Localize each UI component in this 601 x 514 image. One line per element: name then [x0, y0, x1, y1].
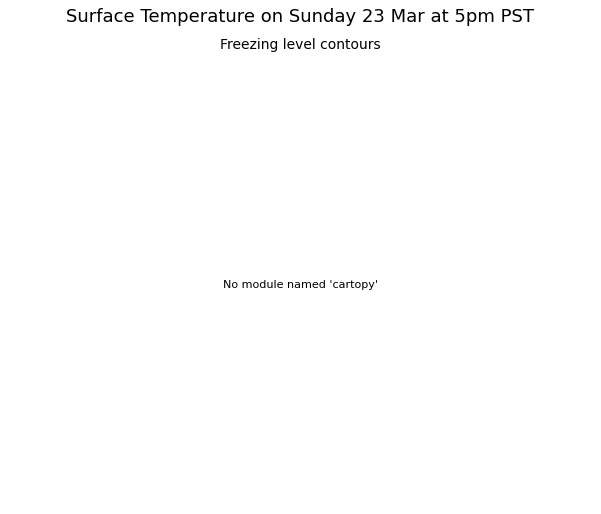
Text: Surface Temperature on Sunday 23 Mar at 5pm PST: Surface Temperature on Sunday 23 Mar at …	[67, 8, 534, 26]
Text: No module named 'cartopy': No module named 'cartopy'	[223, 280, 378, 289]
Text: Freezing level contours: Freezing level contours	[220, 38, 381, 52]
